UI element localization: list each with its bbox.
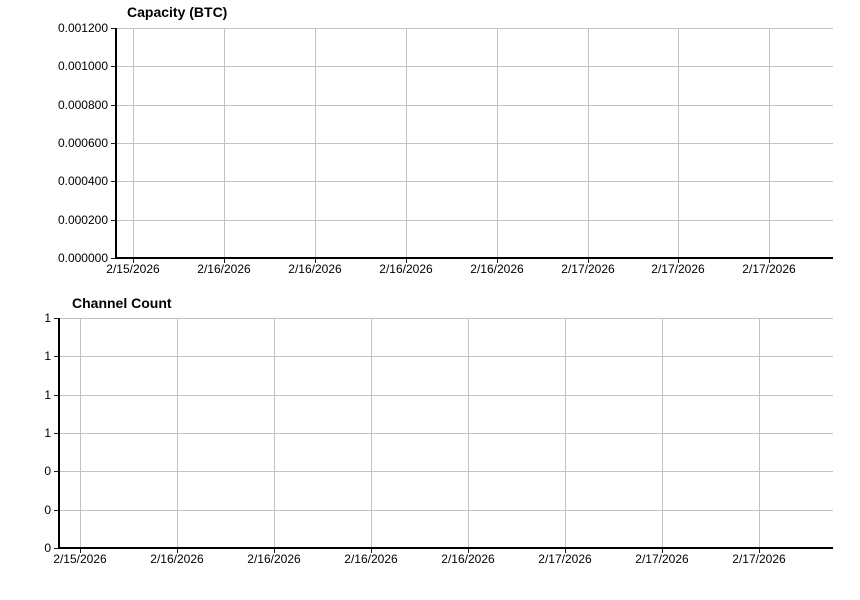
y-tick-label: 1 [44, 311, 51, 325]
x-tick [565, 548, 566, 553]
y-tick [54, 433, 59, 434]
x-tick [468, 548, 469, 553]
h-gridline [59, 510, 833, 511]
v-gridline [133, 28, 134, 258]
x-tick [662, 548, 663, 553]
v-gridline [678, 28, 679, 258]
v-gridline [406, 28, 407, 258]
x-tick [678, 258, 679, 263]
x-tick-label: 2/17/2026 [635, 552, 689, 566]
x-tick [588, 258, 589, 263]
x-tick-label: 2/16/2026 [470, 262, 524, 276]
x-tick-label: 2/17/2026 [742, 262, 796, 276]
x-tick [406, 258, 407, 263]
y-tick-label: 1 [44, 349, 51, 363]
v-gridline [769, 28, 770, 258]
x-tick-label: 2/15/2026 [106, 262, 160, 276]
y-tick [111, 258, 116, 259]
x-tick [315, 258, 316, 263]
h-gridline [116, 105, 833, 106]
h-gridline [59, 395, 833, 396]
x-tick-label: 2/16/2026 [288, 262, 342, 276]
y-tick-label: 0.000200 [57, 213, 108, 227]
x-tick-label: 2/15/2026 [53, 552, 107, 566]
x-tick [274, 548, 275, 553]
h-gridline [116, 143, 833, 144]
h-gridline [116, 66, 833, 67]
x-axis-line [58, 547, 833, 549]
capacity-chart-title: Capacity (BTC) [127, 4, 228, 20]
x-tick [497, 258, 498, 263]
y-tick [54, 510, 59, 511]
y-axis-line [115, 28, 117, 258]
y-tick [111, 28, 116, 29]
v-gridline [274, 318, 275, 548]
h-gridline [59, 433, 833, 434]
y-tick-label: 1 [44, 388, 51, 402]
h-gridline [59, 318, 833, 319]
v-gridline [468, 318, 469, 548]
x-tick [224, 258, 225, 263]
y-tick [111, 181, 116, 182]
y-tick-label: 0.000400 [57, 174, 108, 188]
x-tick-label: 2/16/2026 [344, 552, 398, 566]
y-tick-label: 0.000000 [57, 251, 108, 265]
y-tick [54, 318, 59, 319]
v-gridline [497, 28, 498, 258]
h-gridline [116, 28, 833, 29]
y-tick-label: 0.001200 [57, 21, 108, 35]
x-tick-label: 2/17/2026 [651, 262, 705, 276]
v-gridline [371, 318, 372, 548]
channel-count-chart-title: Channel Count [72, 295, 172, 311]
v-gridline [177, 318, 178, 548]
v-gridline [315, 28, 316, 258]
v-gridline [759, 318, 760, 548]
x-tick [133, 258, 134, 263]
y-axis-line [58, 318, 60, 548]
y-tick [54, 471, 59, 472]
y-tick-label: 0 [44, 503, 51, 517]
v-gridline [588, 28, 589, 258]
x-tick-label: 2/17/2026 [561, 262, 615, 276]
x-tick-label: 2/17/2026 [732, 552, 786, 566]
v-gridline [565, 318, 566, 548]
x-tick [769, 258, 770, 263]
x-tick-label: 2/16/2026 [379, 262, 433, 276]
h-gridline [59, 356, 833, 357]
y-tick-label: 1 [44, 426, 51, 440]
x-tick-label: 2/16/2026 [247, 552, 301, 566]
x-tick [759, 548, 760, 553]
y-tick [111, 220, 116, 221]
v-gridline [80, 318, 81, 548]
y-tick [54, 548, 59, 549]
y-tick-label: 0.000800 [57, 98, 108, 112]
y-tick [111, 66, 116, 67]
y-tick-label: 0.001000 [57, 59, 108, 73]
x-tick-label: 2/16/2026 [441, 552, 495, 566]
x-tick [371, 548, 372, 553]
h-gridline [59, 471, 833, 472]
x-tick-label: 2/16/2026 [150, 552, 204, 566]
v-gridline [224, 28, 225, 258]
h-gridline [116, 220, 833, 221]
x-tick [80, 548, 81, 553]
y-tick [54, 356, 59, 357]
y-tick-label: 0 [44, 541, 51, 555]
y-tick [111, 143, 116, 144]
x-axis-line [115, 257, 833, 259]
x-tick-label: 2/17/2026 [538, 552, 592, 566]
x-tick [177, 548, 178, 553]
y-tick [111, 105, 116, 106]
y-tick-label: 0.000600 [57, 136, 108, 150]
h-gridline [116, 181, 833, 182]
x-tick-label: 2/16/2026 [197, 262, 251, 276]
v-gridline [662, 318, 663, 548]
y-tick-label: 0 [44, 464, 51, 478]
y-tick [54, 395, 59, 396]
